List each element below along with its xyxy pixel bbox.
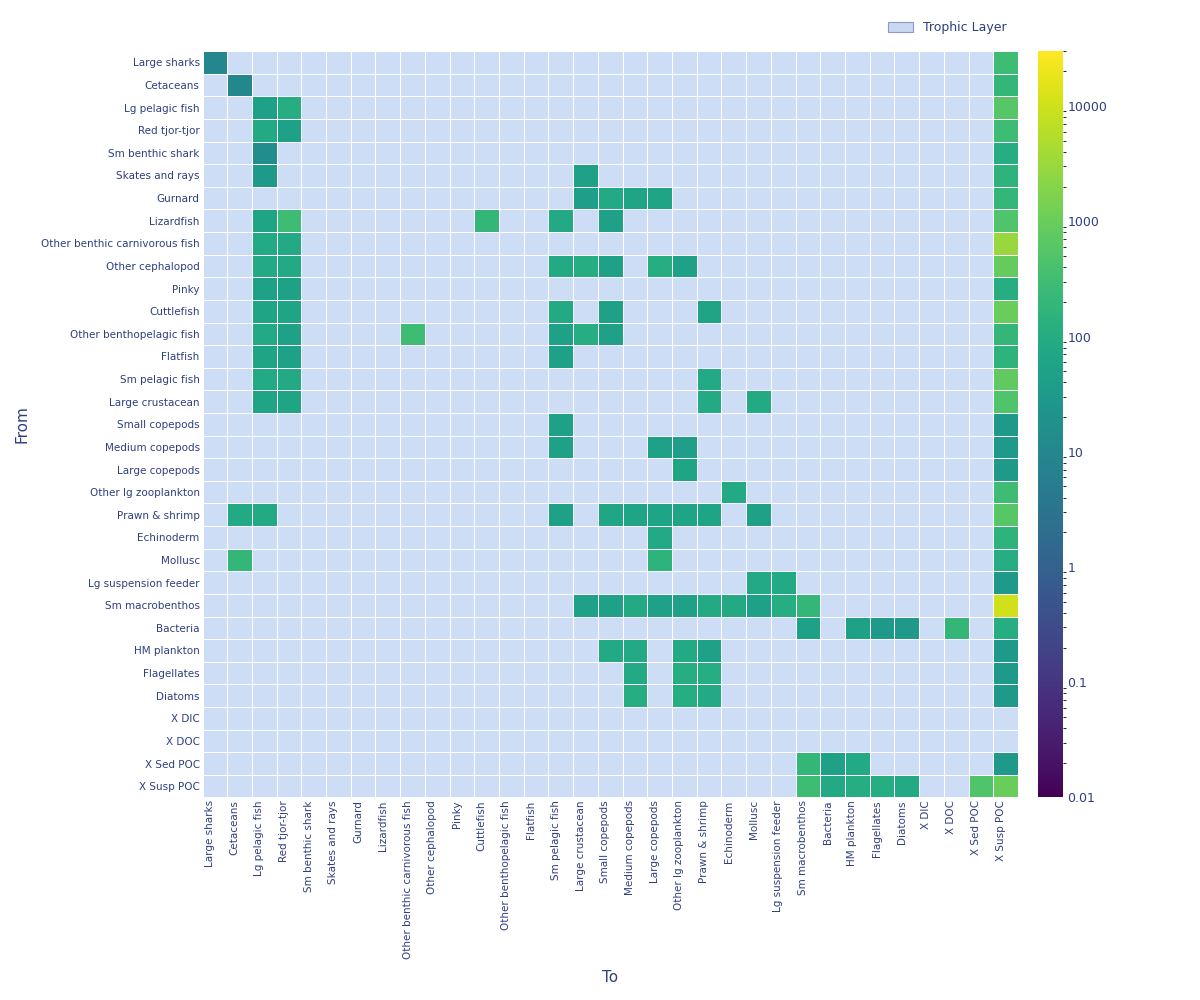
- X-axis label: To: To: [602, 970, 618, 985]
- Legend: Trophic Layer: Trophic Layer: [883, 16, 1012, 39]
- Y-axis label: From: From: [16, 405, 30, 443]
